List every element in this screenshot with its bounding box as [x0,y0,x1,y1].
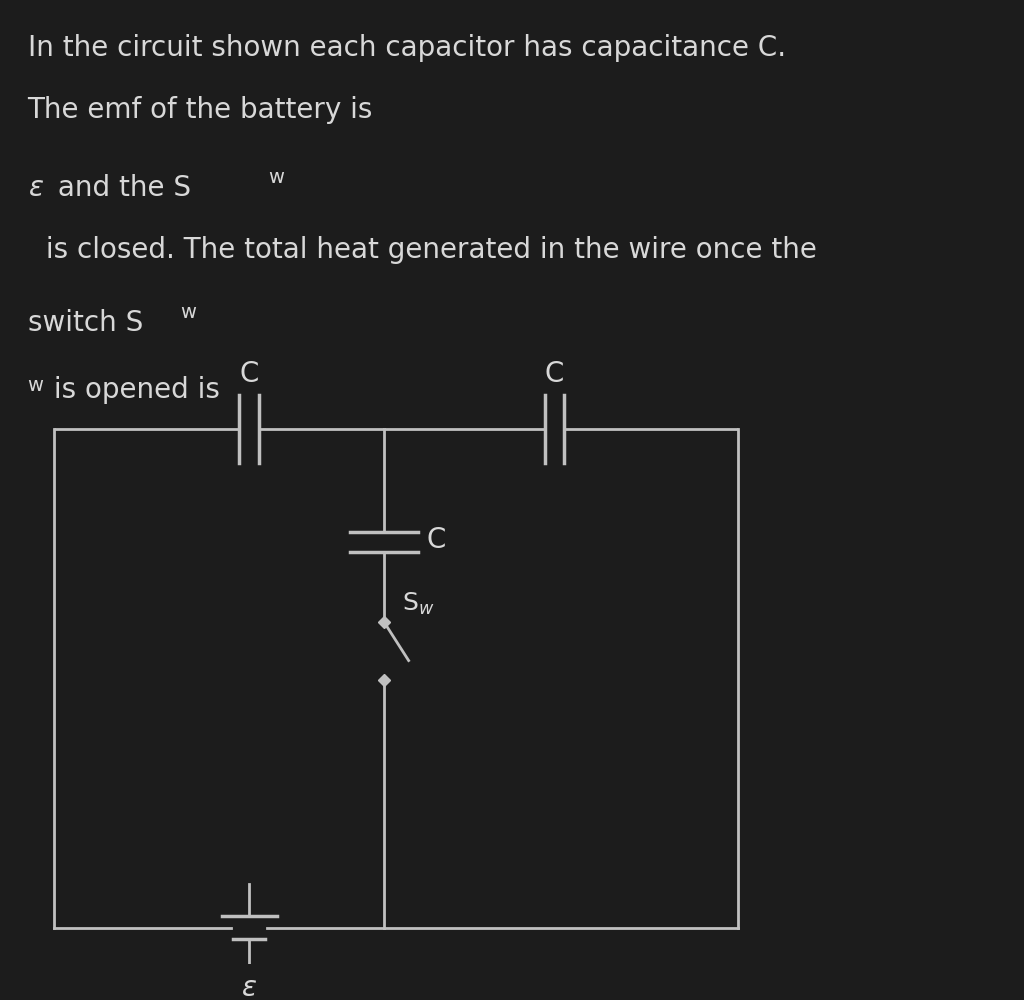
Text: C: C [545,360,564,388]
Text: and the S: and the S [49,174,191,202]
Text: S$_w$: S$_w$ [401,591,434,617]
Text: $\varepsilon$: $\varepsilon$ [28,174,44,202]
Text: C: C [240,360,259,388]
Text: In the circuit shown each capacitor has capacitance C.: In the circuit shown each capacitor has … [28,34,785,62]
Text: w: w [28,376,44,395]
Text: switch S: switch S [28,309,142,337]
Text: C: C [426,526,445,554]
Text: w: w [268,168,284,187]
Text: w: w [180,303,197,322]
Text: is closed. The total heat generated in the wire once the: is closed. The total heat generated in t… [38,236,817,264]
Text: $\varepsilon$: $\varepsilon$ [241,974,257,1000]
Text: is opened is: is opened is [45,376,220,404]
Text: The emf of the battery is: The emf of the battery is [28,96,373,124]
